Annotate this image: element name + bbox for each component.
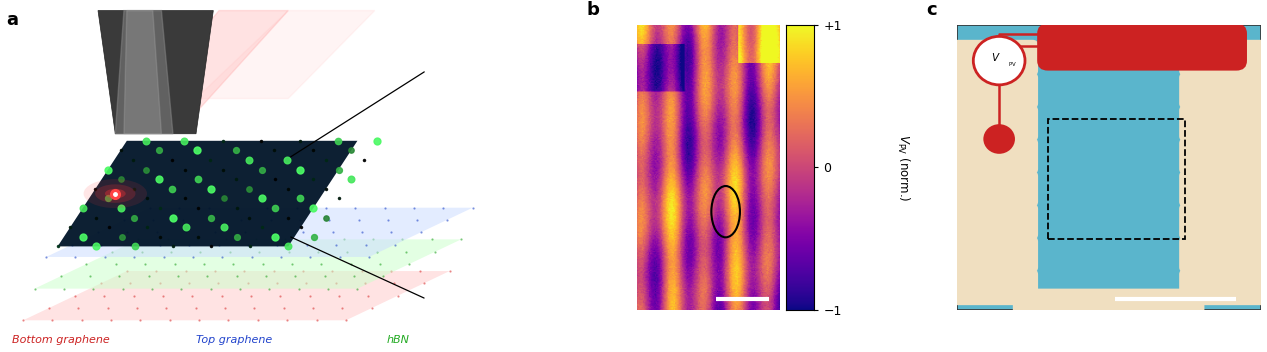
Ellipse shape [84,179,147,208]
Polygon shape [196,11,375,99]
Text: $_{\mathrm{PV}}$: $_{\mathrm{PV}}$ [1009,59,1017,69]
FancyBboxPatch shape [1180,138,1267,174]
Circle shape [983,124,1015,154]
FancyBboxPatch shape [1180,105,1267,141]
Text: a: a [6,11,18,29]
FancyBboxPatch shape [1180,204,1267,240]
Y-axis label: $V_{\mathrm{PV}}$ (norm.): $V_{\mathrm{PV}}$ (norm.) [895,134,911,201]
Polygon shape [34,239,461,289]
Text: c: c [926,1,936,19]
Text: $V$: $V$ [991,51,1001,63]
FancyBboxPatch shape [936,269,1038,305]
FancyBboxPatch shape [936,171,1038,207]
Polygon shape [115,11,172,134]
Polygon shape [46,208,473,257]
Polygon shape [124,11,161,134]
Text: Top graphene: Top graphene [196,335,272,345]
FancyBboxPatch shape [936,204,1038,240]
Polygon shape [98,11,213,134]
Text: Bottom graphene: Bottom graphene [11,335,109,345]
Ellipse shape [105,189,125,199]
Polygon shape [23,271,450,320]
FancyBboxPatch shape [936,237,1038,272]
Text: b: b [587,1,599,19]
FancyBboxPatch shape [936,73,1038,108]
FancyBboxPatch shape [1180,40,1267,76]
Polygon shape [138,11,289,113]
FancyBboxPatch shape [936,138,1038,174]
FancyBboxPatch shape [936,105,1038,141]
FancyBboxPatch shape [1180,73,1267,108]
Polygon shape [58,141,357,246]
Text: hBN: hBN [386,335,409,345]
FancyBboxPatch shape [936,40,1038,76]
FancyBboxPatch shape [1180,171,1267,207]
Circle shape [973,36,1025,85]
FancyBboxPatch shape [1012,289,1205,326]
FancyBboxPatch shape [1180,269,1267,305]
Bar [1048,119,1185,239]
Ellipse shape [95,184,136,203]
FancyBboxPatch shape [1038,24,1247,71]
FancyBboxPatch shape [1180,237,1267,272]
